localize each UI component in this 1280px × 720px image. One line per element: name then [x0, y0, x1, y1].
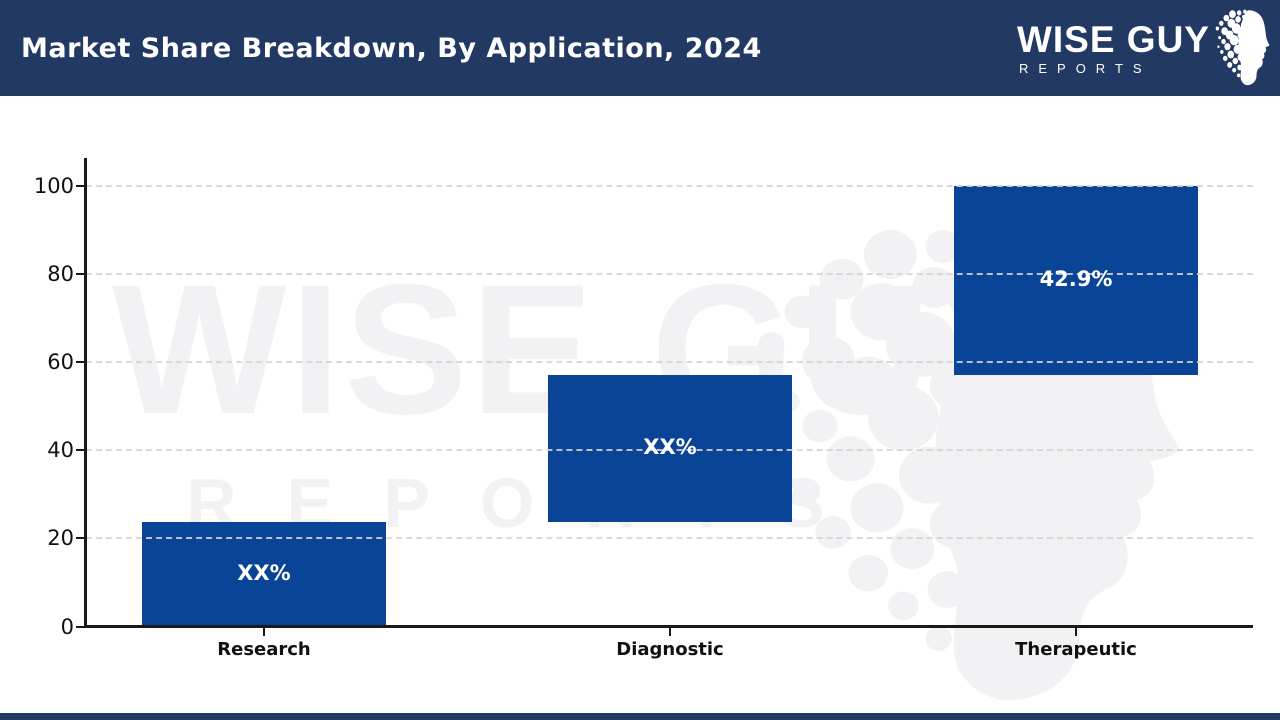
bar-value-label: 42.9%: [1039, 267, 1113, 292]
x-category-label: Therapeutic: [1015, 639, 1137, 660]
y-tick-mark: [76, 449, 84, 452]
y-axis-spine: [84, 158, 87, 628]
y-tick-mark: [76, 625, 84, 628]
gridline-60: [86, 360, 1253, 363]
x-category-label: Research: [217, 639, 311, 660]
x-category-label: Diagnostic: [616, 639, 724, 660]
y-tick-mark: [76, 537, 84, 540]
y-tick-label: 20: [47, 526, 74, 551]
gridline-20: [86, 537, 1253, 540]
y-tick-label: 60: [47, 349, 74, 374]
header-band: Market Share Breakdown, By Application, …: [0, 0, 1280, 96]
page-title: Market Share Breakdown, By Application, …: [21, 32, 762, 64]
gridline-100: [86, 184, 1253, 187]
gridline-40: [86, 449, 1253, 452]
brand-logo-line1: WISE GUY: [1016, 18, 1210, 60]
x-tick-mark: [669, 628, 671, 636]
y-tick-label: 80: [47, 261, 74, 286]
brand-logo-head-icon: [1215, 9, 1270, 86]
x-tick-mark: [263, 628, 265, 636]
y-tick-label: 40: [47, 438, 74, 463]
y-tick-mark: [76, 360, 84, 363]
y-tick-mark: [76, 184, 84, 187]
bar-value-label: XX%: [237, 561, 291, 586]
bar-diagnostic: [548, 374, 792, 522]
x-axis-spine: [84, 625, 1253, 628]
y-tick-label: 0: [60, 614, 74, 639]
bar-value-label: XX%: [643, 435, 697, 460]
brand-logo-line2: REPORTS: [1018, 60, 1152, 76]
x-tick-mark: [1075, 628, 1077, 636]
brand-logo: WISE GUY REPORTS: [1017, 6, 1270, 90]
y-tick-label: 100: [33, 173, 74, 198]
brand-logo-text: WISE GUY REPORTS: [1017, 21, 1210, 76]
footer-bar: [0, 713, 1280, 720]
y-tick-mark: [76, 272, 84, 275]
gridline-80: [86, 272, 1253, 275]
